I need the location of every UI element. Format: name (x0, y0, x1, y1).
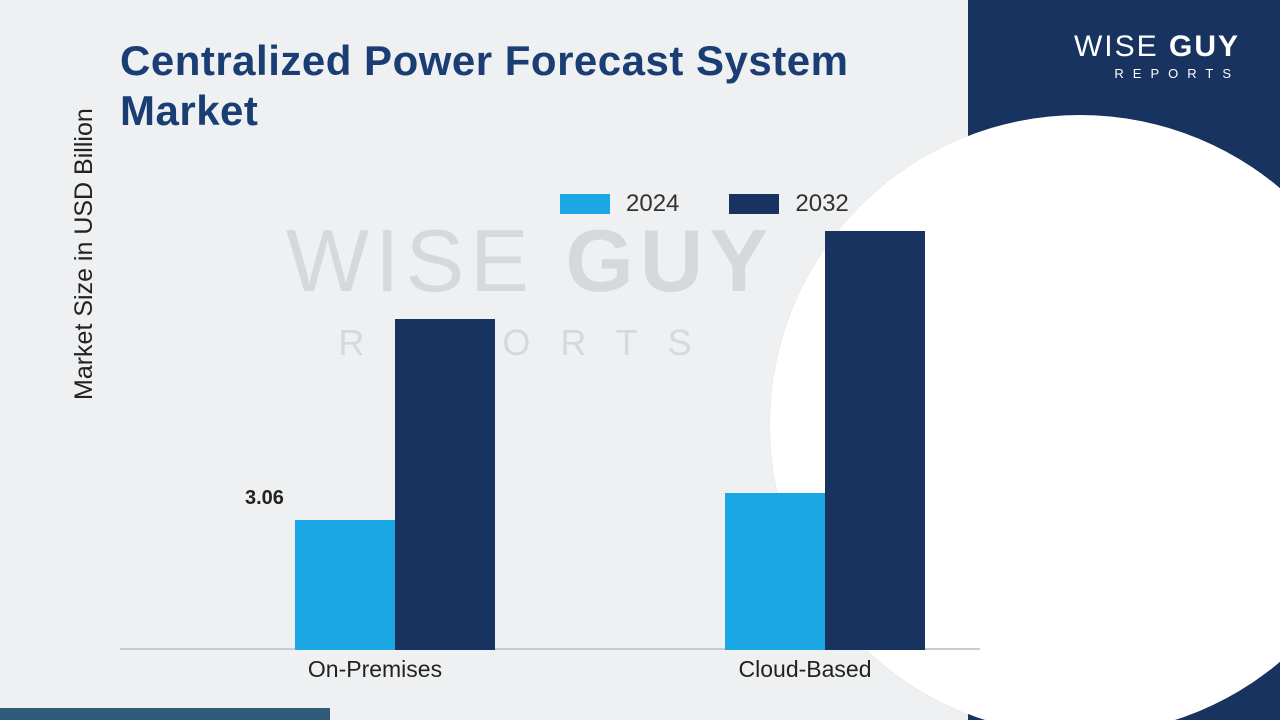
brand-line1b: GUY (1169, 30, 1240, 63)
legend-label: 2032 (795, 190, 848, 218)
bar (395, 319, 495, 651)
legend-item: 2032 (729, 190, 848, 218)
chart-canvas: WISE GUY REPORTS Centralized Power Forec… (0, 0, 1280, 720)
legend-swatch (560, 194, 610, 214)
bar (825, 231, 925, 650)
x-axis-category-label: On-Premises (270, 656, 480, 683)
footer-accent-bar (0, 708, 330, 720)
bar (295, 520, 395, 650)
brand-line1a: WISE (1074, 30, 1159, 63)
brand-logo: WISE GUY REPORTS (1074, 30, 1240, 81)
legend-label: 2024 (626, 190, 679, 218)
chart-title: Centralized Power Forecast System Market (120, 36, 880, 135)
y-axis-label: Market Size in USD Billion (70, 108, 99, 400)
legend-swatch (729, 194, 779, 214)
x-axis-category-label: Cloud-Based (700, 656, 910, 683)
plot-area: 3.06 (120, 225, 980, 650)
brand-line2: REPORTS (1074, 66, 1240, 81)
legend: 2024 2032 (560, 190, 849, 218)
bar-group (700, 231, 950, 650)
bar (725, 493, 825, 650)
legend-item: 2024 (560, 190, 679, 218)
bar-group (270, 319, 520, 651)
